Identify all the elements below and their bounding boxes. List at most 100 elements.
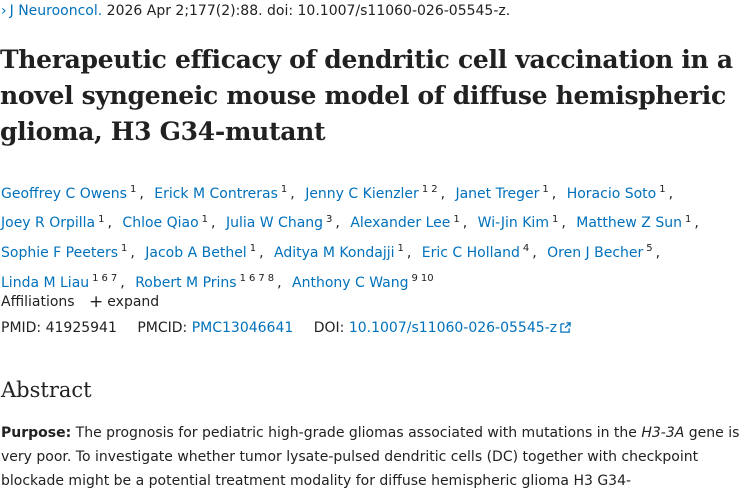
affiliation-ref[interactable]: 1	[453, 213, 460, 225]
affiliation-ref[interactable]: 4	[522, 243, 530, 255]
affiliation-ref[interactable]: 3	[326, 213, 333, 225]
affiliation-ref[interactable]: 10	[420, 272, 434, 284]
affiliation-ref[interactable]: 1	[121, 243, 128, 255]
affiliation-ref[interactable]: 1	[280, 184, 288, 195]
author-name-link[interactable]: Joey R Orpilla	[1, 215, 96, 232]
affiliation-ref[interactable]: 1	[659, 184, 666, 195]
author-separator: ,	[259, 244, 264, 261]
author-separator: ,	[668, 185, 674, 202]
author-name-link[interactable]: Anthony C Wang	[292, 274, 409, 291]
affiliation-ref[interactable]: 6	[248, 272, 256, 284]
author-name-link[interactable]: Alexander Lee	[350, 215, 451, 232]
affiliation-ref[interactable]: 7	[110, 272, 118, 284]
author-name-link[interactable]: Janet Treger	[455, 185, 540, 202]
affiliations-label: Affiliations	[1, 294, 75, 310]
affiliation-ref[interactable]: 1	[542, 184, 549, 195]
pmid-value: 41925941	[45, 320, 117, 336]
doi-label: DOI:	[313, 320, 345, 336]
author-affiliation-refs: 1	[542, 184, 551, 195]
author-item: Erick M Contreras 1	[154, 184, 290, 202]
author-name-link[interactable]: Jenny C Kienzler	[305, 185, 419, 202]
author-separator: ,	[211, 215, 216, 232]
author-separator: ,	[440, 185, 446, 202]
article-title: Therapeutic efficacy of dendritic cell v…	[0, 45, 733, 146]
author-affiliation-refs: 1	[453, 214, 462, 225]
author-separator: ,	[335, 215, 340, 232]
affiliation-ref[interactable]: 5	[646, 243, 653, 255]
author-affiliation-refs: 3	[326, 214, 335, 225]
affiliation-ref[interactable]: 1	[421, 184, 429, 195]
author-name-link[interactable]: Oren J Becher	[547, 244, 644, 261]
author-separator: ,	[107, 215, 112, 232]
purpose-label: Purpose:	[1, 425, 72, 441]
author-affiliation-refs: 1	[130, 184, 139, 195]
author-name-link[interactable]: Chloe Qiao	[122, 215, 199, 232]
author-name-link[interactable]: Aditya M Kondajji	[273, 244, 395, 261]
author-name-link[interactable]: Erick M Contreras	[154, 185, 278, 202]
author-separator: ,	[561, 215, 566, 232]
affiliation-ref[interactable]: 7	[258, 272, 265, 284]
author-name-link[interactable]: Geoffrey C Owens	[1, 185, 127, 202]
authors-list: Geoffrey C Owens 1, Erick M Contreras 1, J…	[1, 177, 746, 296]
affiliation-ref[interactable]: 1	[201, 213, 209, 225]
author-separator: ,	[694, 215, 699, 232]
author-name-link[interactable]: Horacio Soto	[566, 185, 657, 202]
author-item: Julia W Chang 3	[225, 214, 335, 232]
author-item: Joey R Orpilla 1	[1, 213, 108, 232]
affiliation-ref[interactable]: 2	[431, 184, 438, 195]
author-affiliation-refs: 5	[646, 243, 655, 254]
author-name-link[interactable]: Julia W Chang	[225, 215, 324, 232]
author-name-link[interactable]: Eric C Holland	[421, 244, 520, 261]
affiliation-ref[interactable]: 1	[92, 272, 99, 284]
author-name-link[interactable]: Matthew Z Sun	[576, 215, 682, 232]
author-name-link[interactable]: Linda M Liau	[1, 274, 90, 291]
author-name-link[interactable]: Robert M Prins	[135, 274, 237, 291]
abstract-paragraph: Purpose: The prognosis for pediatric hig…	[1, 421, 746, 493]
affiliation-ref[interactable]: 1	[239, 272, 246, 284]
affiliation-ref[interactable]: 1	[98, 213, 105, 225]
chevron-right-icon[interactable]: ›	[1, 3, 7, 19]
pmcid-link[interactable]: PMC13046641	[191, 320, 294, 336]
author-item: Anthony C Wang 9 10	[292, 272, 437, 291]
doi-value: 10.1007/s11060-026-05545-z	[348, 320, 558, 336]
affiliation-ref[interactable]: 8	[267, 272, 275, 284]
author-affiliation-refs: 1	[121, 243, 130, 254]
author-name-link[interactable]: Jacob A Bethel	[145, 244, 247, 261]
citation-line: › J Neurooncol. 2026 Apr 2;177(2):88. doi…	[1, 3, 746, 19]
author-affiliation-refs: 1	[659, 184, 668, 195]
author-item: Alexander Lee 1	[350, 214, 462, 232]
author-item: Sophie F Peeters 1	[1, 243, 130, 261]
author-item: Linda M Liau 1 6 7	[1, 273, 120, 291]
doi-link[interactable]: 10.1007/s11060-026-05545-z	[349, 320, 571, 336]
affiliation-ref[interactable]: 1	[551, 213, 559, 225]
author-item: Eric C Holland 4	[421, 243, 532, 261]
author-separator: ,	[277, 274, 282, 291]
author-item: Horacio Soto 1	[566, 184, 669, 202]
author-affiliation-refs: 1	[552, 214, 561, 225]
author-name-link[interactable]: Wi-Jin Kim	[477, 215, 549, 232]
author-item: Chloe Qiao 1	[122, 213, 211, 232]
affiliation-ref[interactable]: 1	[249, 243, 257, 255]
affiliations-expand-button[interactable]: + expand	[89, 292, 159, 312]
affiliation-ref[interactable]: 6	[101, 272, 108, 284]
author-item: Oren J Becher 5	[547, 243, 656, 261]
affiliation-ref[interactable]: 1	[684, 213, 692, 225]
doi-group: DOI: 10.1007/s11060-026-05545-z	[314, 320, 571, 336]
pmcid-group: PMCID: PMC13046641	[137, 320, 297, 336]
external-link-icon	[560, 322, 571, 333]
affiliation-ref[interactable]: 1	[397, 243, 404, 255]
affiliation-ref[interactable]: 9	[411, 272, 418, 284]
pmid-group: PMID: 41925941	[1, 320, 121, 336]
journal-link[interactable]: J Neurooncol.	[9, 3, 103, 19]
author-name-link[interactable]: Sophie F Peeters	[1, 244, 118, 261]
author-item: Geoffrey C Owens 1	[1, 184, 139, 202]
gene-name: H3-3A	[641, 425, 685, 441]
author-separator: ,	[290, 185, 295, 202]
author-affiliation-refs: 1	[397, 243, 406, 254]
author-separator: ,	[532, 244, 537, 261]
affiliation-ref[interactable]: 1	[129, 184, 137, 195]
